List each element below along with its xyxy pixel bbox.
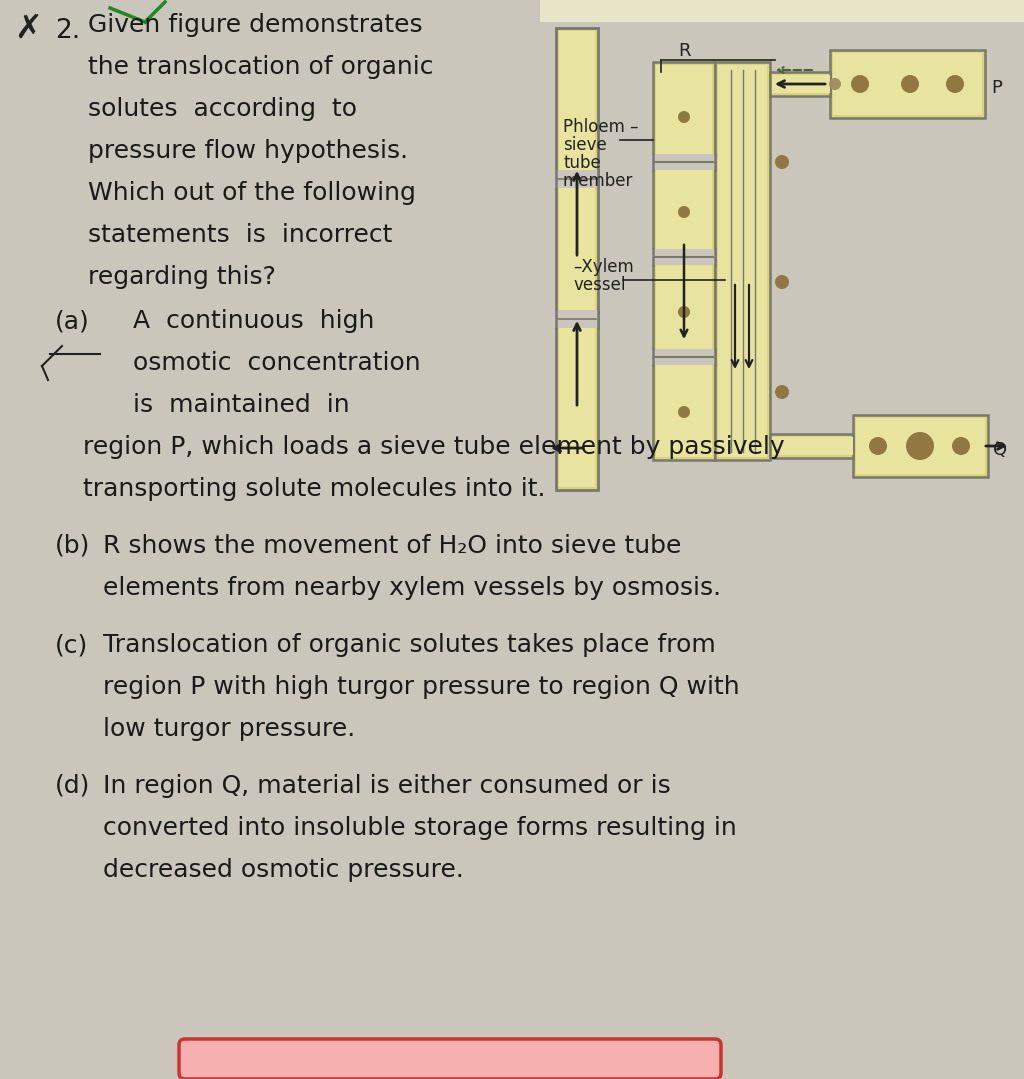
FancyBboxPatch shape <box>179 1039 721 1079</box>
Bar <box>770 72 830 96</box>
Text: Given figure demonstrates: Given figure demonstrates <box>88 13 423 37</box>
Bar <box>652 154 716 170</box>
Text: Which out of the following: Which out of the following <box>88 181 416 205</box>
Bar <box>555 170 599 188</box>
Bar <box>555 310 599 328</box>
Bar <box>540 0 1024 22</box>
Text: R shows the movement of H₂O into sieve tube: R shows the movement of H₂O into sieve t… <box>103 534 681 558</box>
Bar <box>652 349 716 365</box>
Circle shape <box>906 432 934 460</box>
Circle shape <box>678 111 690 123</box>
Text: the translocation of organic: the translocation of organic <box>88 55 433 79</box>
Text: 2.: 2. <box>55 18 80 44</box>
Bar <box>656 65 712 159</box>
Text: region P, which loads a sieve tube element by passively: region P, which loads a sieve tube eleme… <box>83 435 784 459</box>
Text: Q: Q <box>993 441 1008 459</box>
Circle shape <box>829 78 841 90</box>
Text: low turgor pressure.: low turgor pressure. <box>103 718 355 741</box>
Circle shape <box>678 206 690 218</box>
Text: vessel: vessel <box>573 276 626 293</box>
Text: Translocation of organic solutes takes place from: Translocation of organic solutes takes p… <box>103 633 716 657</box>
Circle shape <box>869 437 887 455</box>
Bar <box>656 360 712 457</box>
Text: (b): (b) <box>55 534 90 558</box>
Bar <box>653 357 715 460</box>
Circle shape <box>775 155 790 169</box>
Circle shape <box>678 406 690 418</box>
Bar <box>656 165 712 254</box>
Text: is  maintained  in: is maintained in <box>133 393 349 416</box>
Text: A  continuous  high: A continuous high <box>133 309 375 333</box>
Bar <box>853 415 988 477</box>
Text: member: member <box>563 172 634 190</box>
Text: –Xylem: –Xylem <box>573 258 634 276</box>
Circle shape <box>901 76 919 93</box>
Text: elements from nearby xylem vessels by osmosis.: elements from nearby xylem vessels by os… <box>103 576 721 600</box>
Circle shape <box>911 437 929 455</box>
Circle shape <box>775 385 790 399</box>
Text: ✗: ✗ <box>14 12 42 45</box>
Text: R: R <box>678 42 690 60</box>
Bar <box>718 65 767 457</box>
Text: converted into insoluble storage forms resulting in: converted into insoluble storage forms r… <box>103 816 736 839</box>
Circle shape <box>678 306 690 318</box>
Text: (a): (a) <box>55 309 90 333</box>
Bar <box>653 62 715 162</box>
Text: decreased osmotic pressure.: decreased osmotic pressure. <box>103 858 464 882</box>
Bar <box>770 434 853 457</box>
Circle shape <box>851 76 869 93</box>
Text: regarding this?: regarding this? <box>88 265 275 289</box>
Bar <box>772 437 853 455</box>
Bar <box>556 28 598 490</box>
Circle shape <box>775 275 790 289</box>
Text: Phloem –: Phloem – <box>563 118 639 136</box>
Text: sieve: sieve <box>563 136 607 154</box>
Bar <box>772 76 830 93</box>
Bar <box>856 418 985 474</box>
Text: region P with high turgor pressure to region Q with: region P with high turgor pressure to re… <box>103 675 739 699</box>
Bar <box>830 50 985 118</box>
Text: P: P <box>991 79 1001 97</box>
Circle shape <box>952 437 970 455</box>
Bar <box>653 257 715 357</box>
Bar <box>559 31 595 487</box>
Text: statements  is  incorrect: statements is incorrect <box>88 223 392 247</box>
Text: osmotic  concentration: osmotic concentration <box>133 351 421 375</box>
Text: In region Q, material is either consumed or is: In region Q, material is either consumed… <box>103 774 671 798</box>
Text: (d): (d) <box>55 774 90 798</box>
Bar <box>715 62 770 460</box>
Text: (c): (c) <box>55 633 88 657</box>
Text: pressure flow hypothesis.: pressure flow hypothesis. <box>88 139 409 163</box>
Bar <box>653 162 715 257</box>
Text: tube: tube <box>563 154 601 172</box>
Text: solutes  according  to: solutes according to <box>88 97 357 121</box>
Bar <box>833 53 982 115</box>
Circle shape <box>946 76 964 93</box>
Bar <box>656 260 712 354</box>
Text: transporting solute molecules into it.: transporting solute molecules into it. <box>83 477 546 501</box>
Bar <box>652 249 716 265</box>
